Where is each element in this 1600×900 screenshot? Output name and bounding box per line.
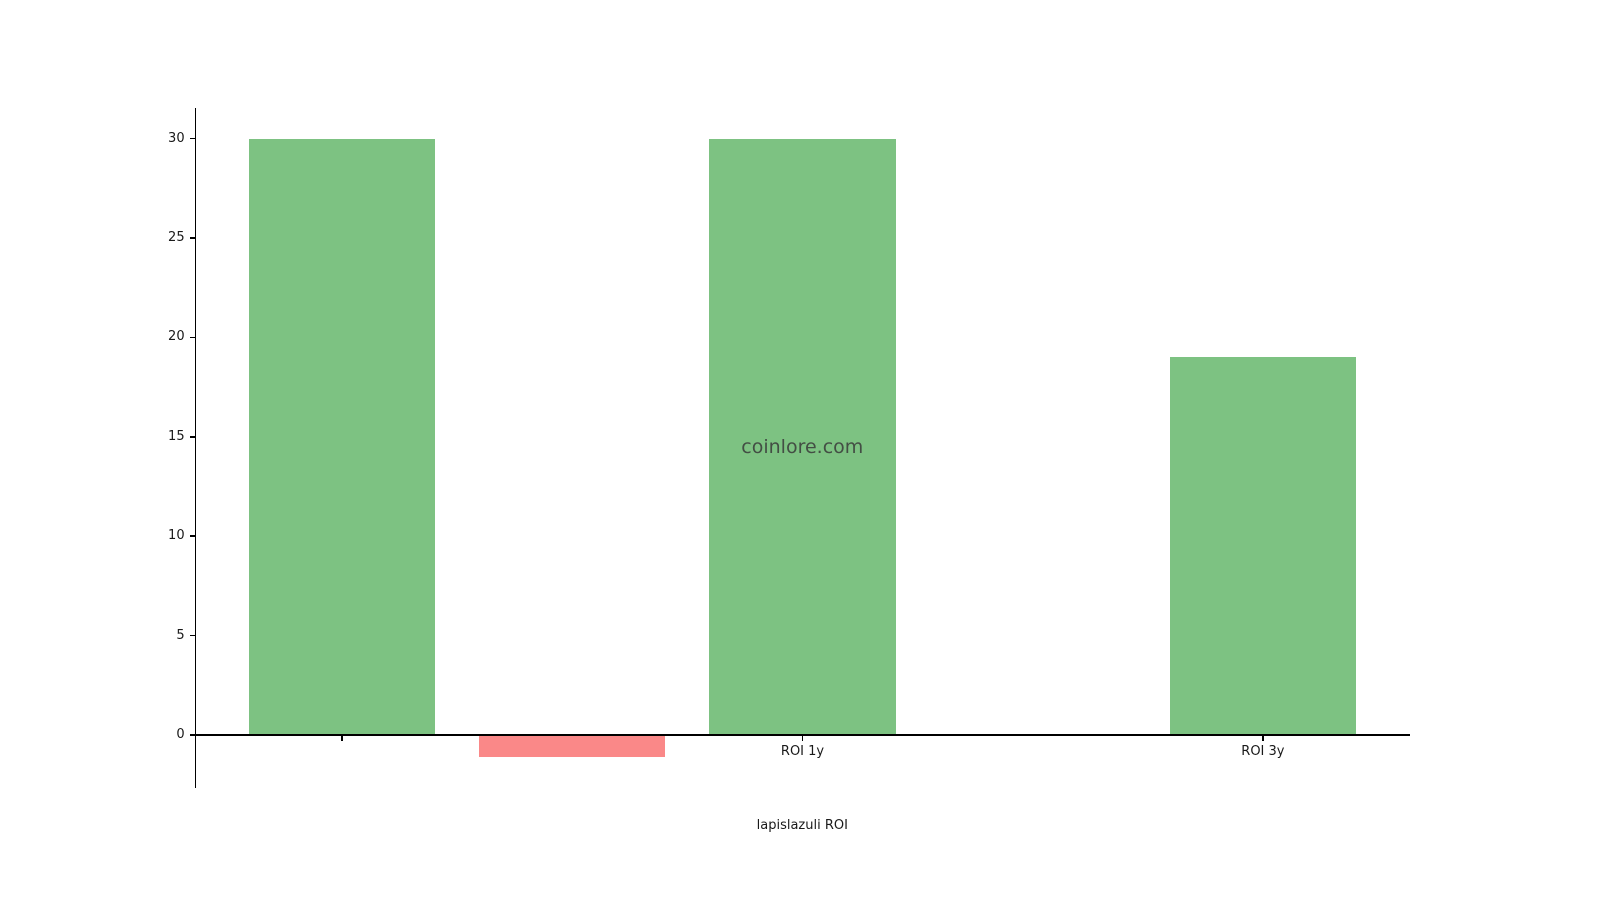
y-tick-mark <box>189 336 195 339</box>
y-tick-mark <box>189 137 195 140</box>
bar-col-1 <box>249 138 436 735</box>
y-tick-mark <box>189 237 195 239</box>
x-tick-label: ROI 3y <box>1241 743 1285 759</box>
x-tick-mark <box>801 735 804 741</box>
bar-col-2 <box>479 734 666 757</box>
y-tick-mark <box>189 734 195 736</box>
y-axis-line <box>194 108 197 788</box>
y-tick-mark <box>189 436 195 438</box>
y-tick-label: 25 <box>168 229 185 245</box>
x-tick-mark <box>341 735 343 741</box>
y-tick-label: 10 <box>168 528 185 544</box>
chart-title: lapislazuli ROI <box>756 818 848 833</box>
y-tick-label: 15 <box>168 428 185 444</box>
x-axis-line <box>194 734 1410 736</box>
y-tick-mark <box>189 535 195 537</box>
watermark: coinlore.com <box>741 436 864 458</box>
y-tick-label: 30 <box>168 130 185 146</box>
x-tick-label: ROI 1y <box>780 743 825 759</box>
bar-roi-3y <box>1169 357 1357 735</box>
y-tick-label: 20 <box>168 329 185 345</box>
y-tick-label: 0 <box>176 726 185 742</box>
y-tick-label: 5 <box>176 627 185 643</box>
x-tick-mark <box>1262 735 1264 741</box>
y-tick-mark <box>189 634 195 637</box>
bar-roi-1y <box>709 138 896 735</box>
